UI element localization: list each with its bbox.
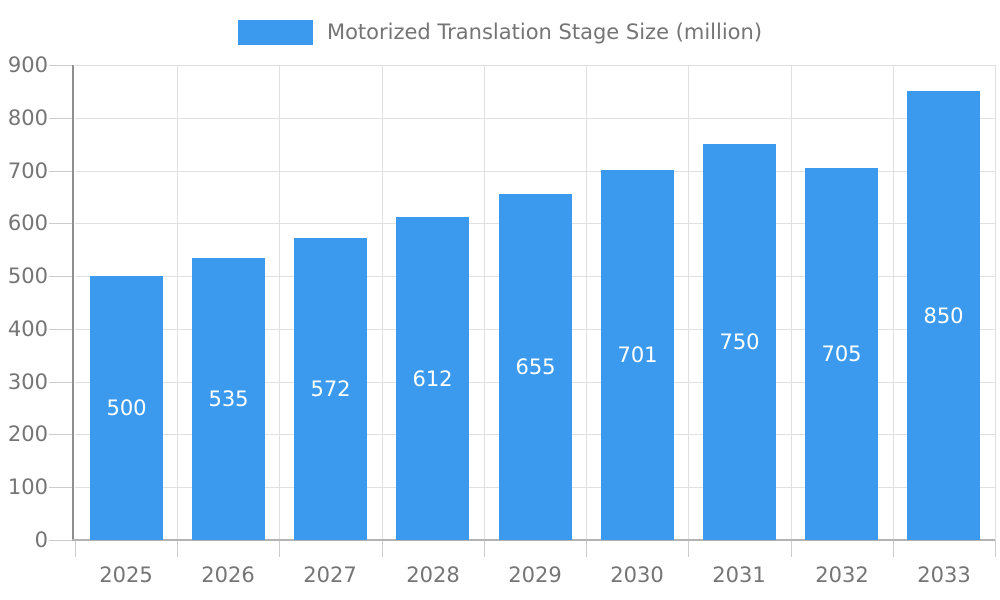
y-axis-tick <box>49 382 73 383</box>
x-axis-tick <box>893 540 894 557</box>
y-axis-tick <box>49 434 73 435</box>
y-axis-tick <box>49 118 73 119</box>
bar-value-label: 655 <box>515 355 556 379</box>
y-axis-line <box>72 65 74 540</box>
bar-value-label: 612 <box>412 367 453 391</box>
v-gridline <box>791 65 792 540</box>
y-axis-tick <box>49 540 73 541</box>
legend-swatch[interactable] <box>237 20 313 45</box>
y-tick-label: 900 <box>7 53 48 77</box>
y-tick-label: 800 <box>7 106 48 130</box>
v-gridline <box>586 65 587 540</box>
y-axis-tick <box>49 329 73 330</box>
x-axis-tick <box>484 540 485 557</box>
x-axis-tick <box>791 540 792 557</box>
x-tick-label: 2027 <box>303 563 357 587</box>
y-tick-label: 200 <box>7 422 48 446</box>
x-tick-label: 2026 <box>201 563 255 587</box>
bar[interactable] <box>601 170 674 540</box>
y-tick-label: 700 <box>7 159 48 183</box>
x-tick-label: 2030 <box>610 563 664 587</box>
v-gridline <box>995 65 996 540</box>
y-tick-label: 600 <box>7 211 48 235</box>
legend[interactable]: Motorized Translation Stage Size (millio… <box>0 20 1000 45</box>
bar-value-label: 750 <box>719 330 760 354</box>
x-axis-tick <box>586 540 587 557</box>
bar-value-label: 850 <box>923 304 964 328</box>
legend-label: Motorized Translation Stage Size (millio… <box>326 20 763 44</box>
y-tick-label: 300 <box>7 370 48 394</box>
h-gridline <box>75 65 995 66</box>
bar[interactable] <box>907 91 980 540</box>
x-tick-label: 2032 <box>815 563 869 587</box>
x-tick-label: 2028 <box>406 563 460 587</box>
y-tick-label: 500 <box>7 264 48 288</box>
x-tick-label: 2029 <box>508 563 562 587</box>
v-gridline <box>484 65 485 540</box>
v-gridline <box>893 65 894 540</box>
y-tick-label: 0 <box>34 528 48 552</box>
v-gridline <box>688 65 689 540</box>
x-axis-tick <box>177 540 178 557</box>
bar[interactable] <box>294 238 367 540</box>
bar-value-label: 535 <box>208 387 249 411</box>
y-axis-tick <box>49 171 73 172</box>
h-gridline <box>75 118 995 119</box>
v-gridline <box>382 65 383 540</box>
x-tick-label: 2033 <box>917 563 971 587</box>
y-tick-label: 100 <box>7 475 48 499</box>
bar-value-label: 572 <box>310 377 351 401</box>
bar[interactable] <box>499 194 572 540</box>
v-gridline <box>177 65 178 540</box>
x-axis-tick <box>995 540 996 557</box>
h-gridline <box>75 171 995 172</box>
bar[interactable] <box>703 144 776 540</box>
x-axis-tick <box>688 540 689 557</box>
x-axis-tick <box>75 540 76 557</box>
bar[interactable] <box>805 168 878 540</box>
y-axis-tick <box>49 223 73 224</box>
bar[interactable] <box>90 276 163 540</box>
x-tick-label: 2025 <box>99 563 153 587</box>
x-axis-tick <box>279 540 280 557</box>
bar-value-label: 705 <box>821 342 862 366</box>
bar[interactable] <box>192 258 265 540</box>
y-axis-tick <box>49 276 73 277</box>
y-tick-label: 400 <box>7 317 48 341</box>
bar-value-label: 500 <box>106 396 147 420</box>
x-tick-label: 2031 <box>712 563 766 587</box>
bar[interactable] <box>396 217 469 540</box>
bar-value-label: 701 <box>617 343 658 367</box>
y-axis-tick <box>49 65 73 66</box>
x-axis-tick <box>382 540 383 557</box>
v-gridline <box>279 65 280 540</box>
y-axis-tick <box>49 487 73 488</box>
x-axis-line <box>72 539 995 541</box>
